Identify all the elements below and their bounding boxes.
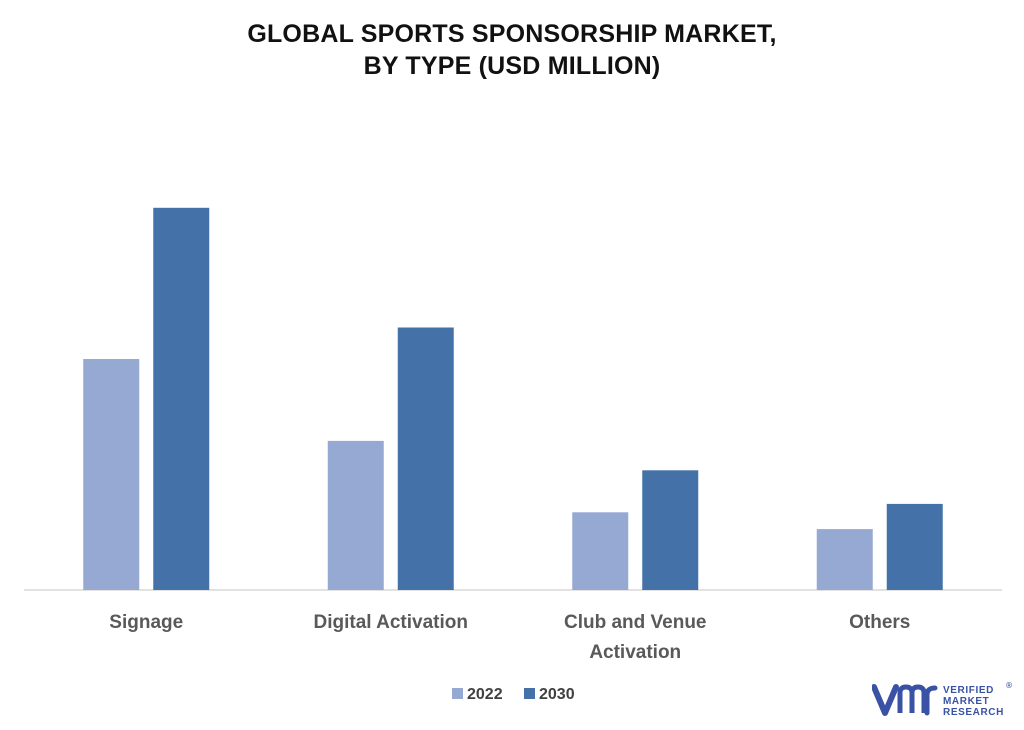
legend-swatch-2030 [524,688,535,699]
vmr-logo-icon [872,684,938,716]
brand-line-2: MARKET [943,696,990,707]
bar-2030-digital-activation [397,327,454,590]
legend-label-2022: 2022 [467,686,503,703]
bar-2022-digital-activation [327,440,384,590]
bar-2022-club-and-venue-activation [572,512,629,590]
bar-2030-others [886,503,943,590]
bar-2022-signage [83,359,140,590]
x-tick-label: Activation [589,642,681,663]
brand-line-3: RESEARCH [943,707,1004,718]
legend-swatch-2022 [452,688,463,699]
bar-2030-signage [153,207,210,591]
brand-logo: VERIFIED MARKET RESEARCH ® [872,681,1022,723]
x-tick-label: Others [849,612,910,633]
bar-2022-others [816,529,873,590]
x-tick-label: Signage [109,612,183,633]
x-tick-label: Digital Activation [314,612,468,633]
brand-text: VERIFIED MARKET RESEARCH [943,685,1004,718]
chart-title: GLOBAL SPORTS SPONSORSHIP MARKET, BY TYP… [0,18,1024,82]
brand-line-1: VERIFIED [943,685,994,696]
x-tick-label: Club and Venue [564,612,707,633]
registered-mark: ® [1005,681,1013,690]
legend-label-2030: 2030 [539,686,575,703]
chart-title-line-2: BY TYPE (USD MILLION) [363,52,661,80]
bar-2030-club-and-venue-activation [642,470,699,590]
chart-title-line-1: GLOBAL SPORTS SPONSORSHIP MARKET, [247,20,777,48]
